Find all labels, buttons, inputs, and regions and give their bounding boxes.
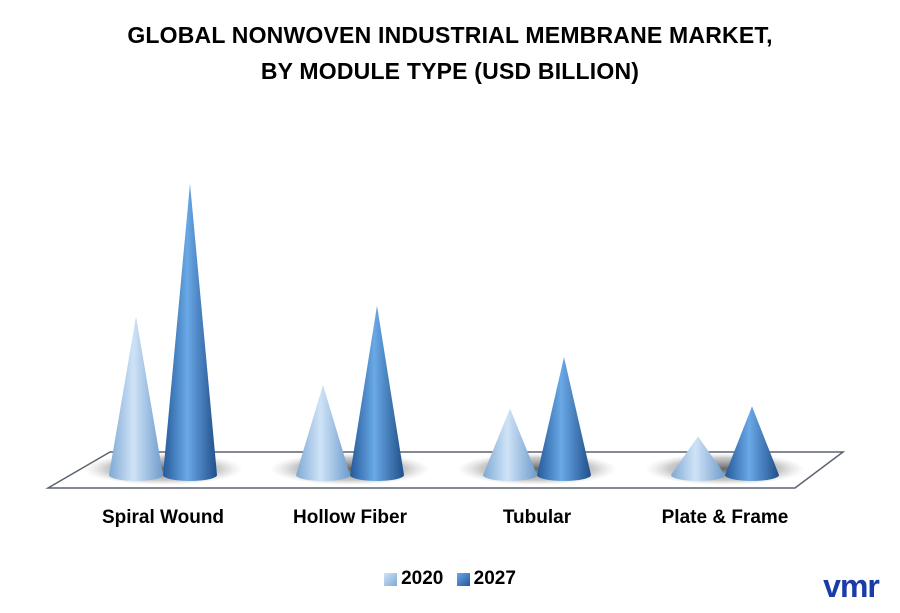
cone-shadow xyxy=(645,453,805,485)
cone-shadow xyxy=(83,453,243,485)
cone-2020-plate-frame xyxy=(671,436,725,481)
cone-shadow xyxy=(270,453,430,485)
cone-2020-hollow-fiber xyxy=(296,385,350,481)
cone-2020-spiral-wound xyxy=(109,316,163,481)
cone-2027-spiral-wound xyxy=(163,183,217,482)
vmr-logo: vmr xyxy=(823,571,880,604)
legend-label-2027: 2027 xyxy=(473,568,516,589)
legend: 2020 2027 xyxy=(0,568,900,592)
cone-2020-tubular xyxy=(483,408,537,481)
category-label: Hollow Fiber xyxy=(293,507,408,528)
legend-swatch-2020 xyxy=(384,572,398,586)
category-label: Spiral Wound xyxy=(102,507,224,528)
category-label: Plate & Frame xyxy=(662,507,789,528)
cone-2027-plate-frame xyxy=(725,406,779,481)
cone-shadow xyxy=(457,453,617,485)
legend-swatch-2027 xyxy=(456,572,470,586)
legend-item-2027: 2027 xyxy=(456,568,516,590)
cone-2027-hollow-fiber xyxy=(350,305,404,481)
logo-text: vmr xyxy=(823,571,879,604)
category-label: Tubular xyxy=(503,507,572,528)
chart-title-line-1: GLOBAL NONWOVEN INDUSTRIAL MEMBRANE MARK… xyxy=(127,22,773,48)
legend-label-2020: 2020 xyxy=(401,568,444,589)
cone-2027-tubular xyxy=(537,357,591,481)
chart-title-line-2: BY MODULE TYPE (USD BILLION) xyxy=(260,58,640,84)
legend-item-2020: 2020 xyxy=(384,568,443,590)
